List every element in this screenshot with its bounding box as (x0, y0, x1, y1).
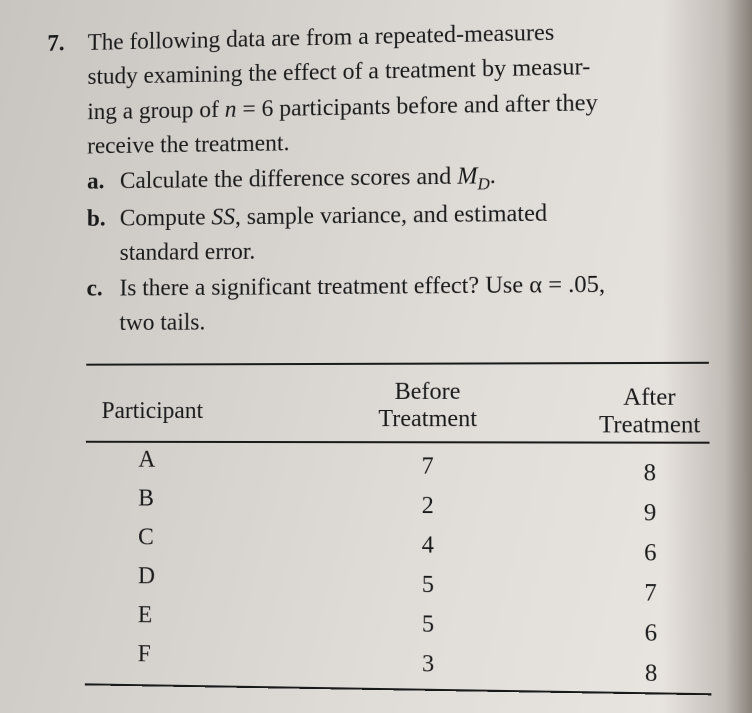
text: , sample variance, and estimated (235, 201, 547, 231)
cell-after: 8 (508, 442, 709, 483)
table-row: D 5 7 (85, 558, 711, 603)
text: receive the treatment. (87, 131, 289, 160)
problem-line-4: receive the treatment. (87, 120, 728, 162)
var-M: M (457, 163, 477, 189)
text: = 6 participants before and after they (236, 90, 597, 122)
cell-before: 2 (312, 482, 509, 522)
text: Compute (120, 205, 212, 232)
label-b: b. (87, 203, 120, 235)
problem-block: 7.The following data are from a repeated… (44, 13, 732, 695)
cell-before: 3 (312, 639, 510, 691)
table-row: A 7 8 (86, 441, 710, 483)
cell-participant: D (85, 558, 312, 599)
table-row: B 2 9 (86, 481, 711, 524)
table-body: A 7 8 B 2 9 C 4 6 D 5 7 (85, 441, 712, 694)
cell-after: 7 (509, 562, 711, 604)
header-text: Participant (102, 398, 298, 425)
cell-participant: E (85, 597, 312, 639)
sub-D: D (477, 174, 489, 193)
item-b-line1: b.Compute SS, sample variance, and estim… (46, 195, 728, 235)
header-text: After (557, 384, 743, 412)
text: Is there a significant treatment effect?… (119, 272, 605, 302)
cell-after: 8 (509, 642, 711, 694)
item-c-line2: two tails. (119, 304, 729, 340)
cell-after: 9 (508, 483, 710, 524)
cell-participant: B (86, 481, 312, 521)
var-SS: SS (211, 205, 235, 231)
text: standard error. (120, 239, 256, 266)
item-c-line1: c.Is there a significant treatment effec… (46, 267, 729, 305)
cell-after: 6 (509, 602, 711, 644)
label-a: a. (87, 165, 120, 197)
text: study examining the effect of a treatmen… (87, 54, 590, 90)
header-text: Before (338, 378, 519, 405)
text: Calculate the difference scores and (120, 163, 457, 193)
table-header-row: Participant Before Treatment After Treat… (86, 362, 710, 442)
col-participant: Participant (86, 364, 312, 442)
header-text: Treatment (557, 412, 743, 440)
cell-participant: A (86, 441, 312, 481)
text: The following data are from a repeated-m… (88, 20, 555, 56)
cell-before: 5 (312, 560, 509, 601)
col-before: Before Treatment (312, 363, 509, 442)
data-table: Participant Before Treatment After Treat… (85, 361, 712, 695)
cell-before: 4 (312, 521, 509, 562)
data-table-wrap: Participant Before Treatment After Treat… (85, 361, 712, 695)
cell-before: 7 (312, 442, 509, 483)
label-c: c. (87, 273, 120, 305)
col-after: After Treatment (508, 362, 709, 442)
var-n: n (225, 97, 237, 123)
table-row: C 4 6 (85, 520, 710, 564)
text: . (490, 163, 496, 189)
cell-participant: F (85, 636, 312, 687)
item-b-line2: standard error. (120, 231, 729, 269)
cell-participant: C (85, 520, 311, 561)
header-text: Treatment (338, 405, 519, 432)
text: ing a group of (87, 97, 224, 125)
cell-after: 6 (509, 522, 711, 563)
table-row: F 3 8 (85, 636, 712, 694)
text: two tails. (119, 310, 205, 336)
item-a: a.Calculate the difference scores and MD… (47, 156, 729, 201)
cell-before: 5 (312, 600, 509, 642)
problem-number: 7. (47, 28, 87, 60)
